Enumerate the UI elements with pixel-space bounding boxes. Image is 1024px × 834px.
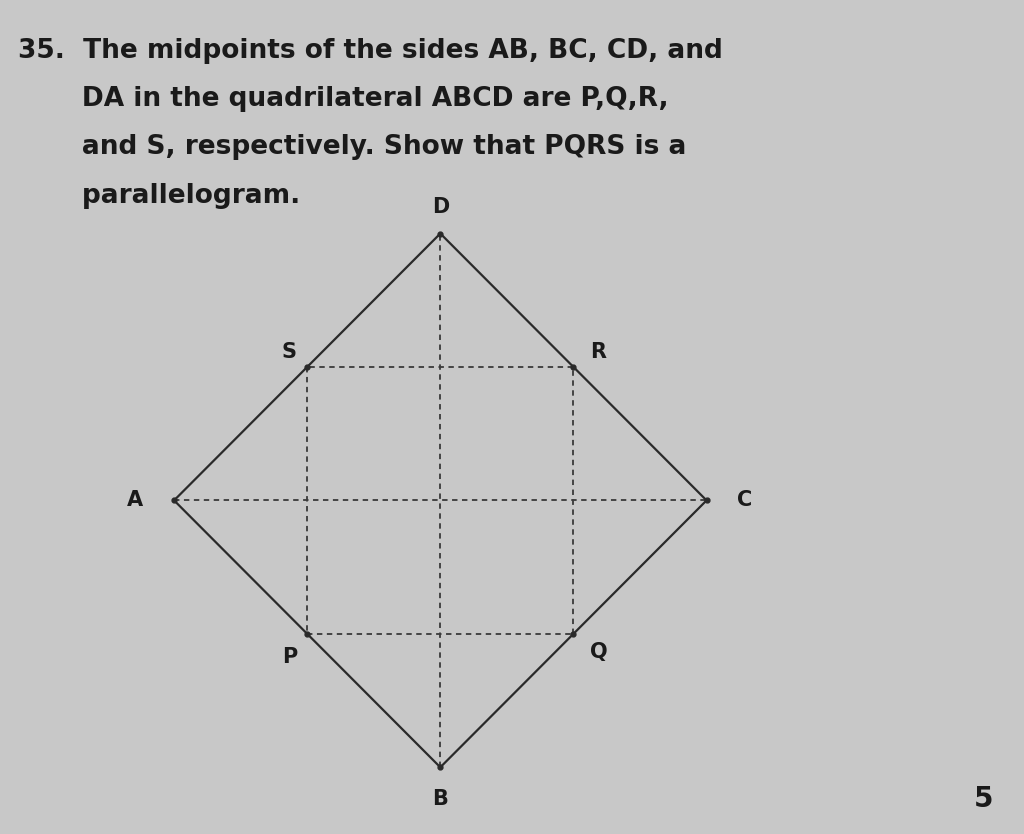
- Text: DA in the quadrilateral ABCD are P,Q,R,: DA in the quadrilateral ABCD are P,Q,R,: [18, 86, 669, 112]
- Text: Q: Q: [590, 642, 607, 662]
- Text: 35.  The midpoints of the sides AB, BC, CD, and: 35. The midpoints of the sides AB, BC, C…: [18, 38, 723, 63]
- Text: A: A: [127, 490, 143, 510]
- Text: 5: 5: [974, 785, 993, 813]
- Text: S: S: [282, 342, 297, 362]
- Text: parallelogram.: parallelogram.: [18, 183, 301, 208]
- Text: D: D: [432, 197, 449, 217]
- Text: P: P: [282, 647, 297, 667]
- Text: and S, respectively. Show that PQRS is a: and S, respectively. Show that PQRS is a: [18, 134, 687, 160]
- Text: R: R: [590, 342, 606, 362]
- Text: C: C: [737, 490, 753, 510]
- Text: B: B: [432, 789, 449, 809]
